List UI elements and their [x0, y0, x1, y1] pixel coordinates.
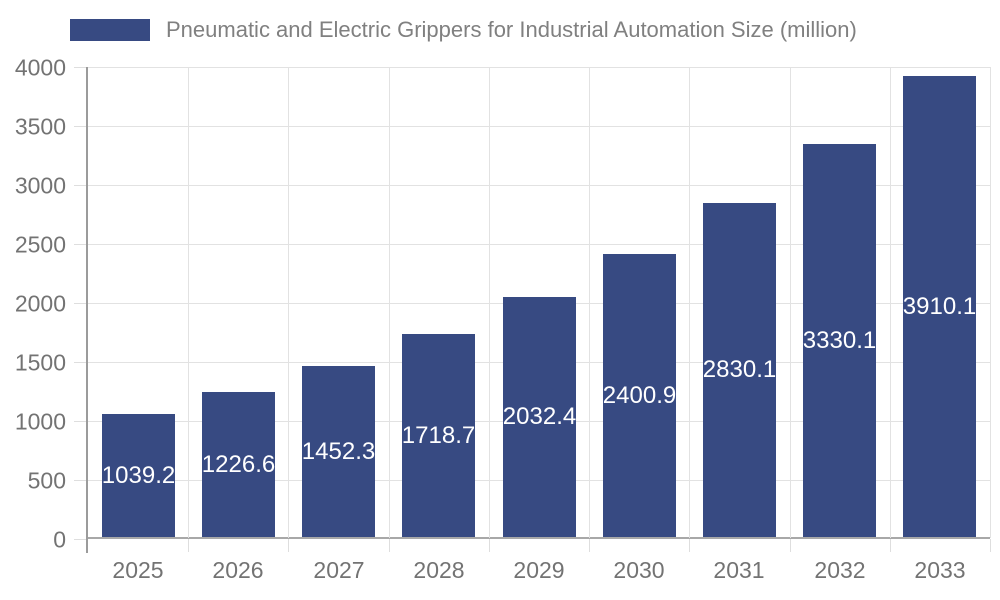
- legend-swatch: [70, 19, 150, 41]
- h-gridline: [88, 67, 990, 68]
- bar-value-label: 3910.1: [902, 292, 977, 320]
- x-tick-mark: [288, 539, 289, 552]
- x-tick-label: 2031: [713, 557, 765, 583]
- y-tick-label: 3000: [14, 172, 66, 199]
- x-tick-label: 2030: [613, 557, 665, 583]
- bar-value-label: 2032.4: [502, 403, 577, 430]
- plot-area: 0 500 1000 1500 2000 2500 3000 3500 4000 1039.2 20…: [15, 56, 991, 583]
- h-gridline: [88, 126, 990, 127]
- bar-2027[interactable]: 1452.3: [302, 366, 375, 537]
- bar-value-label: 1226.6: [201, 450, 276, 478]
- legend-item[interactable]: Pneumatic and Electric Grippers for Indu…: [70, 17, 857, 43]
- bar-2025[interactable]: 1039.2: [102, 414, 175, 537]
- v-gridline: [589, 67, 590, 538]
- bar-2033[interactable]: 3910.1: [903, 76, 976, 537]
- h-gridline: [88, 185, 990, 186]
- x-tick-label: 2029: [513, 557, 565, 583]
- y-tick-mark: [74, 126, 86, 127]
- x-tick-label: 2025: [112, 557, 164, 583]
- x-tick-label: 2027: [313, 557, 365, 583]
- y-tick-label: 3500: [14, 113, 66, 140]
- x-tick-mark: [990, 539, 991, 552]
- v-gridline: [288, 67, 289, 538]
- x-tick-mark: [589, 539, 590, 552]
- bar-value-label: 2830.1: [702, 356, 777, 383]
- x-tick-mark: [890, 539, 891, 552]
- y-tick-mark: [74, 244, 86, 245]
- x-tick-label: 2028: [413, 557, 465, 583]
- x-tick-mark: [188, 539, 189, 552]
- x-tick-label: 2032: [814, 557, 866, 583]
- bar-value-label: 2400.9: [602, 381, 677, 409]
- y-tick-mark: [74, 480, 86, 481]
- x-tick-label: 2026: [212, 557, 264, 583]
- v-gridline: [790, 67, 791, 538]
- legend-label: Pneumatic and Electric Grippers for Indu…: [166, 17, 857, 42]
- x-tick-mark: [689, 539, 690, 552]
- y-tick-label: 500: [27, 467, 66, 494]
- v-gridline: [188, 67, 189, 538]
- v-gridline: [389, 67, 390, 538]
- y-tick-mark: [74, 67, 86, 68]
- y-tick-label: 2500: [14, 231, 66, 258]
- bar-value-label: 1039.2: [101, 461, 176, 489]
- bar-value-label: 1452.3: [301, 437, 376, 465]
- bar-2032[interactable]: 3330.1: [803, 144, 876, 537]
- bar-value-label: 1718.7: [401, 421, 476, 449]
- x-tick-mark: [790, 539, 791, 552]
- y-tick-label: 4000: [14, 54, 66, 81]
- y-tick-mark: [74, 185, 86, 186]
- v-gridline: [990, 67, 991, 538]
- y-tick-label: 1500: [14, 349, 66, 376]
- bar-2031[interactable]: 2830.1: [703, 203, 776, 537]
- bar-2028[interactable]: 1718.7: [402, 334, 475, 537]
- y-tick-mark: [74, 303, 86, 304]
- y-tick-mark: [74, 362, 86, 363]
- h-gridline: [88, 244, 990, 245]
- x-tick-mark: [389, 539, 390, 552]
- v-gridline: [489, 67, 490, 538]
- x-axis-line: [88, 537, 990, 539]
- y-axis-line: [86, 67, 88, 553]
- y-tick-label: 0: [53, 526, 66, 553]
- bar-2029[interactable]: 2032.4: [503, 297, 576, 537]
- x-tick-mark: [489, 539, 490, 552]
- bar-value-label: 3330.1: [802, 326, 877, 354]
- bar-2026[interactable]: 1226.6: [202, 392, 275, 537]
- bar-2030[interactable]: 2400.9: [603, 254, 676, 537]
- x-tick-label: 2033: [914, 557, 966, 583]
- y-tick-mark: [74, 539, 86, 540]
- v-gridline: [689, 67, 690, 538]
- y-tick-label: 2000: [14, 290, 66, 317]
- y-tick-mark: [74, 421, 86, 422]
- v-gridline: [890, 67, 891, 538]
- y-tick-label: 1000: [14, 408, 66, 435]
